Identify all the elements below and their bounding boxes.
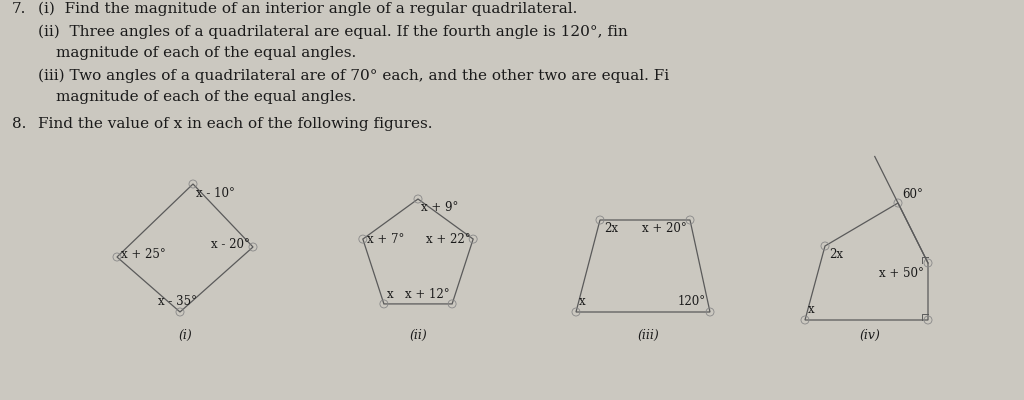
Text: x - 20°: x - 20°	[211, 238, 250, 252]
Text: 2x: 2x	[604, 222, 618, 235]
Text: Find the value of x in each of the following figures.: Find the value of x in each of the follo…	[38, 117, 432, 131]
Text: x: x	[387, 288, 393, 301]
Text: x - 10°: x - 10°	[196, 187, 234, 200]
Text: (iii): (iii)	[637, 329, 658, 342]
Text: (ii): (ii)	[410, 329, 427, 342]
Text: (iii) Two angles of a quadrilateral are of 70° each, and the other two are equal: (iii) Two angles of a quadrilateral are …	[38, 69, 669, 83]
Text: 2x: 2x	[829, 248, 843, 261]
Text: (i)  Find the magnitude of an interior angle of a regular quadrilateral.: (i) Find the magnitude of an interior an…	[38, 2, 578, 16]
Text: magnitude of each of the equal angles.: magnitude of each of the equal angles.	[56, 90, 356, 104]
Text: 120°: 120°	[678, 295, 706, 308]
Text: x + 50°: x + 50°	[880, 267, 924, 280]
Text: magnitude of each of the equal angles.: magnitude of each of the equal angles.	[56, 46, 356, 60]
Text: 8.: 8.	[12, 117, 27, 131]
Text: x + 12°: x + 12°	[406, 288, 451, 301]
Text: x: x	[579, 295, 586, 308]
Text: x + 9°: x + 9°	[421, 201, 459, 214]
Text: x + 25°: x + 25°	[121, 248, 166, 262]
Text: x + 22°: x + 22°	[426, 232, 470, 246]
Text: (i): (i)	[178, 329, 191, 342]
Text: x - 35°: x - 35°	[159, 295, 198, 308]
Text: 60°: 60°	[902, 188, 923, 201]
Text: (iv): (iv)	[859, 329, 881, 342]
Text: x + 20°: x + 20°	[642, 222, 687, 235]
Text: x: x	[808, 303, 815, 316]
Text: x + 7°: x + 7°	[367, 232, 404, 246]
Text: 7.: 7.	[12, 2, 27, 16]
Text: (ii)  Three angles of a quadrilateral are equal. If the fourth angle is 120°, fi: (ii) Three angles of a quadrilateral are…	[38, 25, 628, 39]
